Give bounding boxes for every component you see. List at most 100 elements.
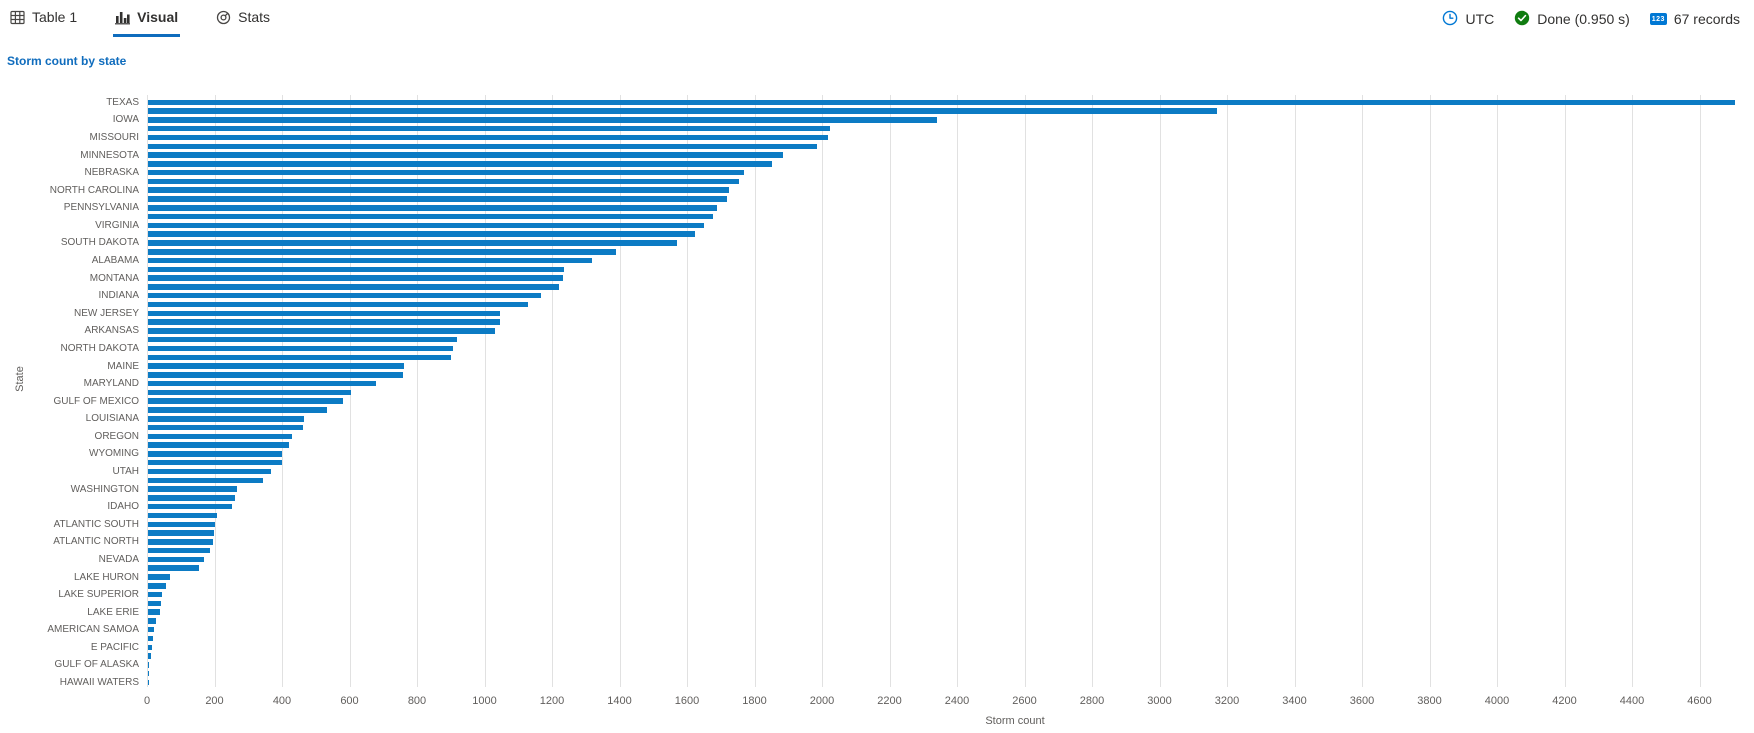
y-tick-label: TEXAS — [106, 96, 139, 108]
x-tick-label: 400 — [272, 695, 292, 707]
bar — [148, 222, 704, 229]
timezone-label: UTC — [1465, 11, 1495, 27]
tab-label: Table 1 — [32, 9, 78, 25]
x-tick-label: 2400 — [944, 695, 970, 707]
gridline — [417, 95, 418, 687]
gridline — [1092, 95, 1093, 687]
gridline — [1362, 95, 1363, 687]
gauge-icon — [216, 10, 231, 25]
gridline — [889, 95, 891, 687]
x-tick-label: 200 — [205, 695, 224, 707]
timezone-selector[interactable]: UTC — [1442, 10, 1494, 29]
bar — [148, 196, 728, 202]
bar — [148, 125, 831, 132]
bar — [148, 618, 157, 624]
x-tick-label: 4400 — [1619, 695, 1645, 707]
y-tick-label: IOWA — [112, 114, 139, 126]
x-tick-label: 3200 — [1214, 695, 1240, 707]
y-tick-label: NORTH DAKOTA — [60, 342, 139, 354]
x-tick-label: 2000 — [809, 695, 835, 707]
gridline — [147, 95, 148, 687]
gridline — [687, 95, 688, 687]
x-axis-title: Storm count — [985, 715, 1045, 727]
bar — [148, 556, 204, 563]
bar — [148, 424, 303, 431]
check-circle-icon — [1514, 10, 1530, 29]
bar — [148, 292, 541, 299]
bar — [148, 143, 818, 149]
y-tick-label: NEBRASKA — [84, 167, 139, 179]
bar-chart-icon — [115, 10, 131, 25]
bar — [148, 416, 305, 422]
bar — [148, 161, 773, 167]
x-tick-label: 3800 — [1417, 695, 1442, 707]
bar — [148, 626, 155, 633]
bar — [148, 530, 214, 536]
gridline — [1497, 95, 1498, 687]
x-tick-label: 3600 — [1349, 695, 1375, 707]
y-tick-label: WASHINGTON — [70, 483, 139, 495]
bar — [148, 486, 238, 492]
y-tick-label: MINNESOTA — [80, 149, 139, 161]
x-tick-label: 0 — [143, 695, 151, 707]
bar — [148, 336, 458, 343]
y-tick-label: NORTH CAROLINA — [49, 184, 139, 196]
bar — [148, 459, 282, 466]
x-tick-label: 1800 — [742, 695, 767, 707]
bar — [148, 635, 154, 642]
y-tick-label: LAKE ERIE — [87, 606, 139, 618]
chart-title: Storm count by state — [7, 54, 127, 68]
gridline — [1294, 95, 1296, 687]
y-tick-label: MONTANA — [89, 272, 139, 284]
bar — [148, 284, 560, 290]
bar — [148, 591, 162, 598]
x-tick-label: 2200 — [877, 695, 902, 707]
bar — [148, 477, 264, 483]
gridline — [619, 95, 621, 687]
bar — [148, 503, 233, 510]
bar — [148, 345, 454, 352]
y-tick-label: AMERICAN SAMOA — [47, 624, 139, 636]
results-tabbar: Table 1 Visual Stats — [8, 0, 272, 37]
bar — [148, 574, 171, 580]
bar — [148, 644, 153, 650]
bar — [148, 600, 161, 607]
bar — [148, 266, 564, 273]
y-axis-title: State — [14, 366, 26, 392]
gridline — [1699, 95, 1701, 687]
x-tick-label: 1600 — [674, 695, 700, 707]
y-tick-label: NEVADA — [98, 553, 139, 565]
record-count: 123 67 records — [1649, 11, 1740, 27]
bar — [148, 257, 592, 264]
y-tick-label: MARYLAND — [83, 378, 139, 390]
gridline — [957, 95, 958, 687]
x-tick-label: 3400 — [1282, 695, 1307, 707]
gridline — [1024, 95, 1026, 687]
tab-stats[interactable]: Stats — [214, 0, 272, 37]
bar — [148, 389, 351, 396]
bar — [148, 565, 200, 571]
tab-label: Stats — [238, 9, 271, 25]
y-tick-label: OREGON — [94, 430, 139, 442]
y-tick-label: ATLANTIC SOUTH — [53, 518, 139, 530]
bar — [148, 609, 160, 615]
bar — [148, 583, 167, 589]
y-tick-label: SOUTH DAKOTA — [60, 237, 139, 249]
tab-label: Visual — [137, 9, 179, 25]
gridline — [552, 95, 553, 687]
y-tick-label: UTAH — [112, 466, 139, 477]
gridline — [1227, 95, 1228, 687]
bar — [148, 213, 713, 220]
y-tick-label: GULF OF ALASKA — [54, 659, 139, 671]
bar — [148, 354, 452, 360]
tab-visual[interactable]: Visual — [113, 0, 181, 37]
y-tick-label: LAKE HURON — [73, 571, 139, 583]
bar — [148, 134, 829, 141]
gridline — [484, 95, 486, 687]
gridline — [754, 95, 756, 687]
x-tick-label: 1000 — [472, 695, 497, 707]
bar — [148, 433, 293, 440]
tab-table1[interactable]: Table 1 — [8, 0, 79, 37]
x-tick-label: 2800 — [1079, 695, 1105, 707]
gridline — [822, 95, 823, 687]
